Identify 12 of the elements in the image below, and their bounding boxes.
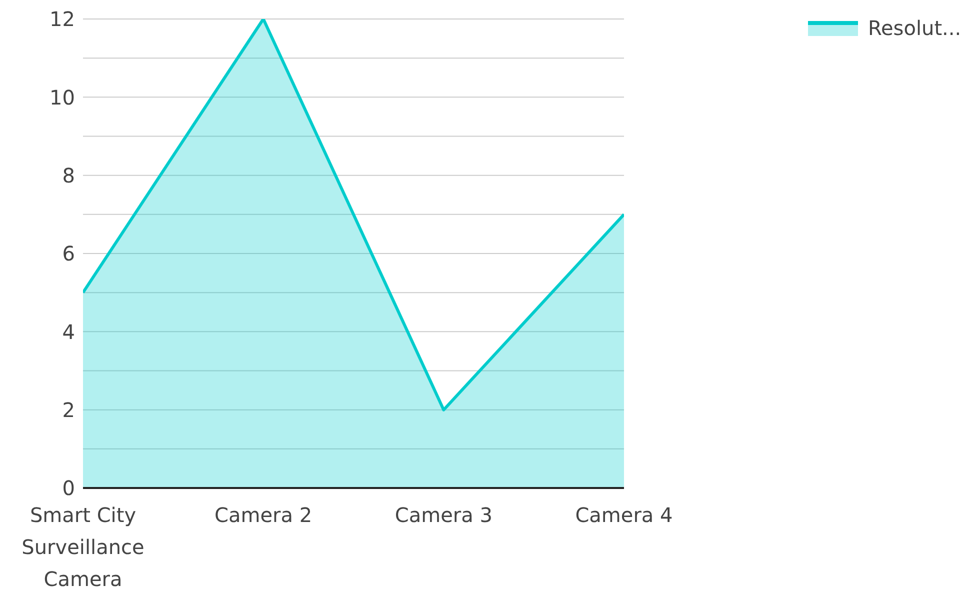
y-tick-label: 6: [62, 242, 75, 266]
y-tick-label: 12: [50, 7, 75, 32]
legend-label: Resolut...: [868, 16, 962, 40]
x-tick-label: Camera 3: [394, 503, 492, 527]
y-tick-label: 10: [50, 85, 75, 110]
y-tick-label: 8: [62, 163, 75, 188]
y-tick-label: 2: [62, 398, 75, 422]
y-tick-label: 0: [62, 476, 75, 500]
x-tick-label: Camera 4: [575, 503, 673, 527]
y-tick-label: 4: [62, 320, 75, 344]
x-tick-label: Smart City Surveillance Camera: [22, 503, 144, 589]
x-tick-label: Camera 2: [214, 503, 312, 527]
